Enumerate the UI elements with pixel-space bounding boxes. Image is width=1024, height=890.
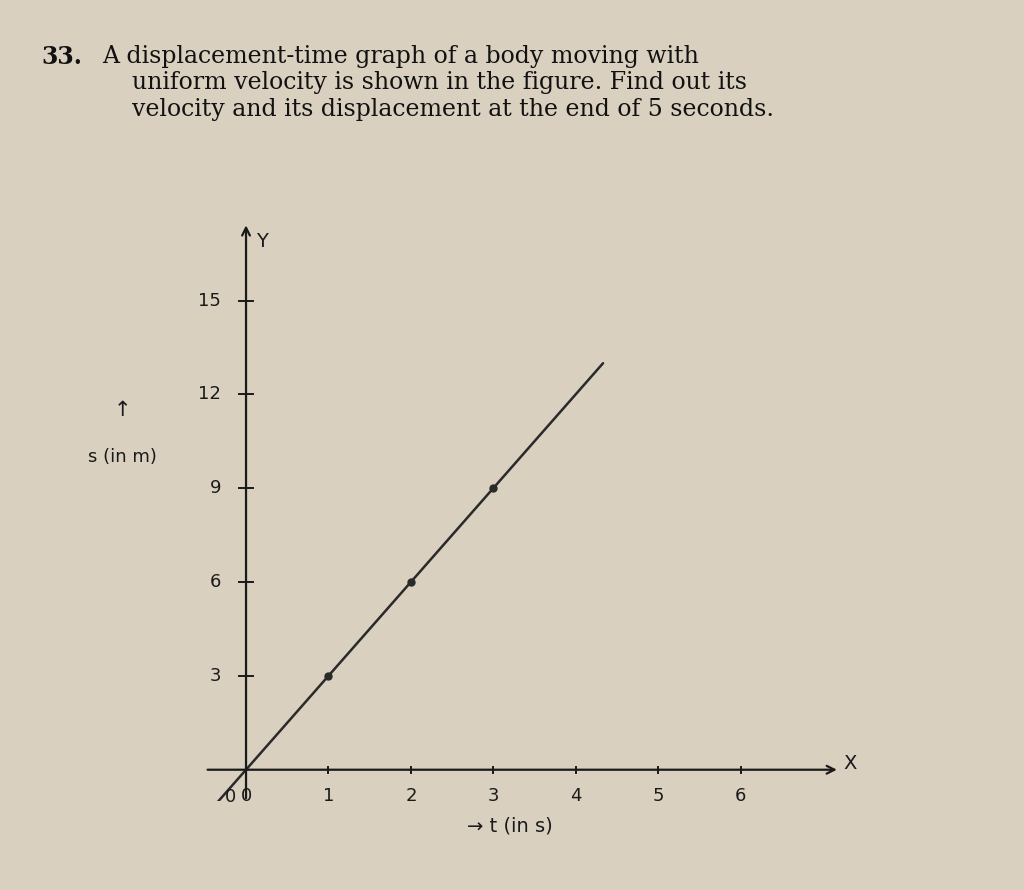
Text: ↑: ↑	[114, 400, 131, 420]
Text: 15: 15	[199, 292, 221, 310]
Point	[402, 575, 419, 589]
Text: Y: Y	[256, 232, 268, 251]
Text: 5: 5	[652, 787, 664, 805]
Text: 0: 0	[241, 787, 252, 805]
Text: 2: 2	[406, 787, 417, 805]
Text: 3: 3	[210, 667, 221, 685]
Text: 6: 6	[210, 573, 221, 591]
Text: 0: 0	[225, 789, 237, 806]
Text: A displacement-time graph of a body moving with
    uniform velocity is shown in: A displacement-time graph of a body movi…	[102, 44, 774, 121]
Point	[321, 668, 337, 683]
Text: s (in m): s (in m)	[88, 448, 157, 466]
Text: → t (in s): → t (in s)	[467, 817, 553, 836]
Text: 9: 9	[210, 480, 221, 498]
Point	[485, 481, 502, 496]
Text: 33.: 33.	[41, 44, 82, 69]
Text: 3: 3	[487, 787, 499, 805]
Text: 12: 12	[199, 385, 221, 403]
Text: X: X	[844, 754, 857, 773]
Text: 6: 6	[735, 787, 746, 805]
Text: 1: 1	[323, 787, 334, 805]
Text: 4: 4	[570, 787, 582, 805]
